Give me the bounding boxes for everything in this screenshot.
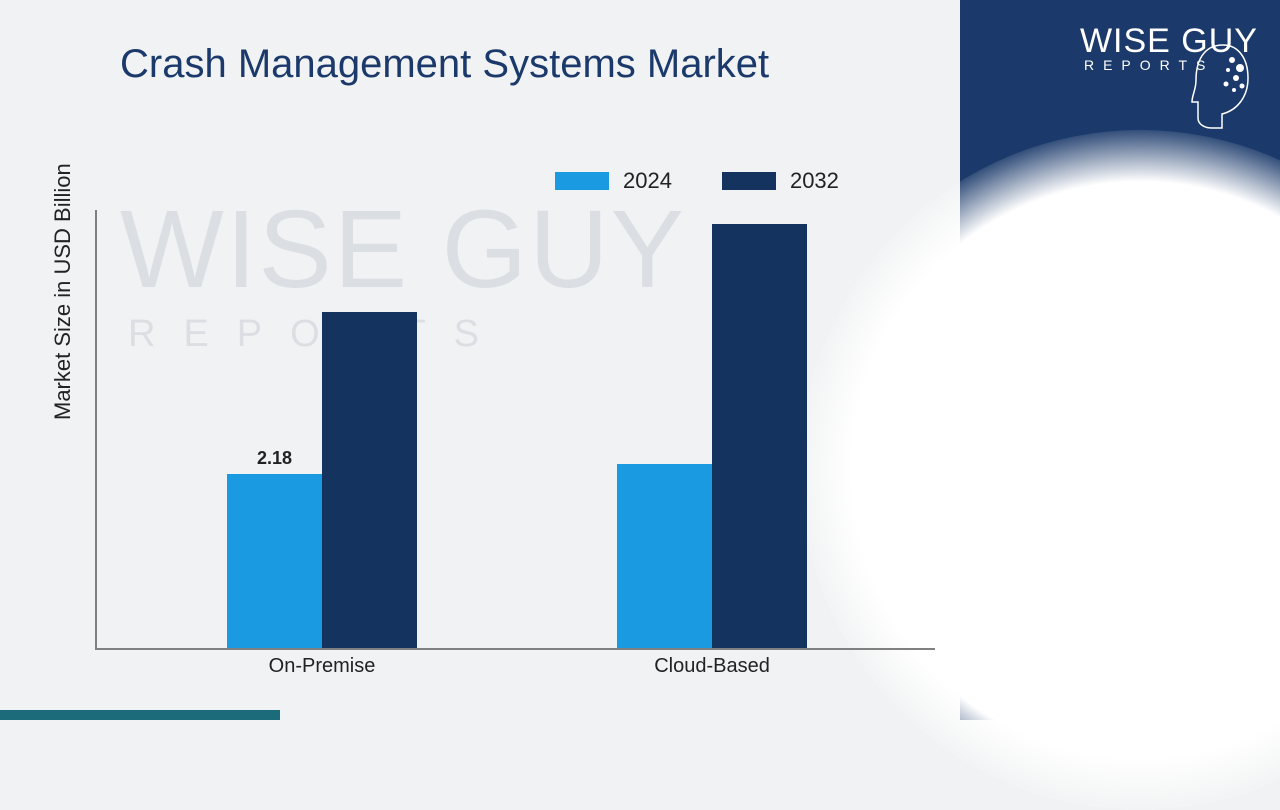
bar-value-on-premise-2024: 2.18 [257, 448, 292, 469]
bar-group-on-premise: 2.18 On-Premise [227, 312, 417, 648]
y-axis-label: Market Size in USD Billion [50, 163, 76, 420]
legend-swatch-2024 [555, 172, 609, 190]
accent-bar [0, 710, 280, 720]
legend-swatch-2032 [722, 172, 776, 190]
bar-on-premise-2032 [322, 312, 417, 648]
bar-cloud-based-2032 [712, 224, 807, 648]
legend-item-2024: 2024 [555, 168, 672, 194]
chart-title: Crash Management Systems Market [120, 42, 769, 87]
bar-group-cloud-based: Cloud-Based [617, 224, 807, 648]
legend: 2024 2032 [555, 168, 839, 194]
x-label-cloud-based: Cloud-Based [654, 655, 770, 678]
bar-on-premise-2024: 2.18 [227, 474, 322, 648]
head-icon [1188, 40, 1258, 130]
legend-label-2032: 2032 [790, 168, 839, 194]
x-label-on-premise: On-Premise [269, 655, 376, 678]
legend-label-2024: 2024 [623, 168, 672, 194]
bar-cloud-based-2024 [617, 464, 712, 648]
chart-plot-area: 2.18 On-Premise Cloud-Based [95, 210, 935, 650]
brand-logo: WISE GUY REPORTS [1080, 22, 1258, 73]
legend-item-2032: 2032 [722, 168, 839, 194]
